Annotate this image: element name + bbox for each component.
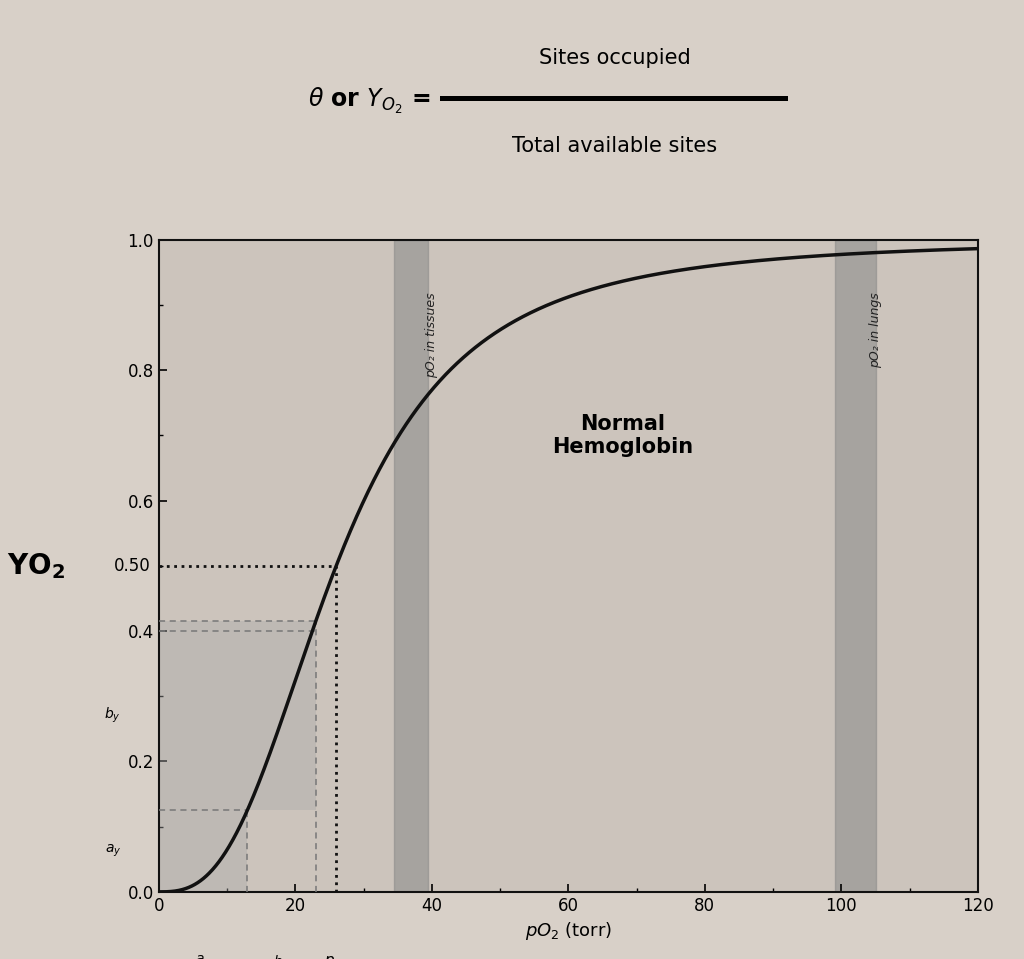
Text: Sites occupied: Sites occupied [539,48,690,67]
Text: pO₂ in tissues: pO₂ in tissues [425,292,438,378]
Bar [159,621,315,810]
Text: $b_x$: $b_x$ [273,954,290,959]
Text: $\mathbf{YO_2}$: $\mathbf{YO_2}$ [7,550,65,581]
Text: $\theta$ or $Y_{O_2}$ =: $\theta$ or $Y_{O_2}$ = [308,85,430,116]
Text: $p_{50}$: $p_{50}$ [324,954,348,959]
Text: $b_y$: $b_y$ [104,706,121,725]
Bar [394,240,428,892]
Bar [835,240,876,892]
Text: Total available sites: Total available sites [512,136,717,155]
Text: $a_y$: $a_y$ [104,843,121,859]
Text: $a_x$: $a_x$ [195,954,211,959]
Text: 0.50: 0.50 [114,557,151,574]
Text: pO₂ in lungs: pO₂ in lungs [868,292,882,367]
Text: Normal
Hemoglobin: Normal Hemoglobin [552,413,693,457]
Bar [159,810,248,892]
X-axis label: $pO_2$ (torr): $pO_2$ (torr) [524,921,612,943]
